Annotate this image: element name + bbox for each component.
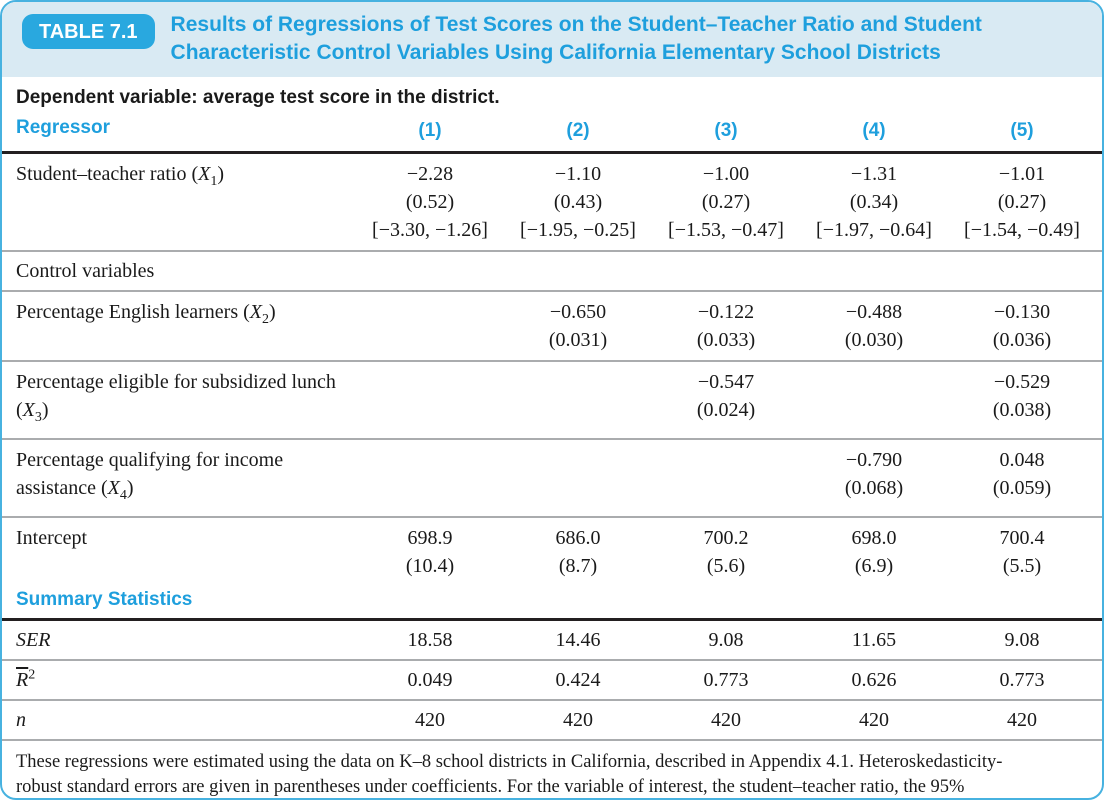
divider [2, 699, 1102, 701]
row-n: n 420 420 420 420 420 [2, 701, 1102, 739]
cell-col5: 0.048 (0.059) [992, 449, 1052, 499]
cell-col4: 698.0 (6.9) [851, 527, 897, 577]
column-header-3: (3) [714, 120, 738, 141]
cell-col1: 698.9 (10.4) [405, 527, 455, 577]
cell-col2: −1.10 (0.43) [−1.95, −0.25] [520, 163, 636, 241]
divider [2, 659, 1102, 661]
summary-statistics-header: Summary Statistics [16, 589, 193, 610]
cell-col1: −2.28 (0.52) [−3.30, −1.26] [372, 163, 488, 241]
table-title-line2: Characteristic Control Variables Using C… [170, 41, 941, 64]
row-english-learners: Percentage English learners (X2) −0.650 … [2, 292, 1102, 360]
cell-col3: −0.547 (0.024) [696, 371, 756, 421]
cell-col5: −0.130 (0.036) [992, 301, 1052, 351]
cell-col2: 686.0 (8.7) [555, 527, 601, 577]
row-label: Intercept [16, 527, 88, 549]
row-label: Percentage eligible for subsidized lunch… [16, 371, 336, 425]
row-intercept: Intercept 698.9 (10.4) 686.0 (8.7) 700.2… [2, 518, 1102, 586]
row-label: n [16, 709, 26, 731]
table-footnote: These regressions were estimated using t… [2, 741, 1102, 798]
row-label: SER [16, 629, 51, 651]
cell-col3: 700.2 (5.6) [703, 527, 749, 577]
row-label: Student–teacher ratio (X1) [16, 163, 225, 189]
column-header-4: (4) [862, 120, 886, 141]
divider [2, 360, 1102, 362]
divider [2, 438, 1102, 440]
footnote-line2: robust standard errors are given in pare… [16, 777, 965, 797]
row-rbar-squared: R2 0.049 0.424 0.773 0.626 0.773 [2, 661, 1102, 699]
cell-col5: −0.529 (0.038) [992, 371, 1052, 421]
cell-col2: −0.650 (0.031) [548, 301, 608, 351]
row-label: R2 [16, 667, 36, 691]
column-header-5: (5) [1010, 120, 1034, 141]
cell-col4: −0.790 (0.068) [844, 449, 904, 499]
row-student-teacher-ratio: Student–teacher ratio (X1) −2.28 (0.52) … [2, 154, 1102, 250]
dependent-variable-note: Dependent variable: average test score i… [16, 87, 500, 108]
cell-col3: −0.122 (0.033) [696, 301, 756, 351]
row-subsidized-lunch: Percentage eligible for subsidized lunch… [2, 362, 1102, 438]
divider [2, 250, 1102, 252]
regressor-header: Regressor [16, 117, 110, 138]
table-number-badge: TABLE 7.1 [22, 14, 155, 49]
cell-col4: −0.488 (0.030) [844, 301, 904, 351]
divider-thick [2, 618, 1102, 621]
table-title-line1: Results of Regressions of Test Scores on… [170, 13, 982, 36]
row-income-assistance: Percentage qualifying for income assista… [2, 440, 1102, 516]
divider [2, 739, 1102, 741]
column-header-1: (1) [418, 120, 442, 141]
footnote-line1: These regressions were estimated using t… [16, 752, 1003, 772]
divider [2, 516, 1102, 518]
row-ser: SER 18.58 14.46 9.08 11.65 9.08 [2, 621, 1102, 659]
row-label: Percentage qualifying for income assista… [16, 449, 284, 503]
cell-col5: 700.4 (5.5) [999, 527, 1045, 577]
table-header-band: TABLE 7.1 Results of Regressions of Test… [2, 2, 1102, 77]
column-header-2: (2) [566, 120, 590, 141]
divider [2, 290, 1102, 292]
row-label: Percentage English learners (X2) [16, 301, 276, 327]
cell-col4: −1.31 (0.34) [−1.97, −0.64] [816, 163, 932, 241]
table-title: Results of Regressions of Test Scores on… [171, 11, 982, 67]
divider-thick [2, 151, 1102, 154]
cell-col3: −1.00 (0.27) [−1.53, −0.47] [668, 163, 784, 241]
cell-col5: −1.01 (0.27) [−1.54, −0.49] [964, 163, 1080, 241]
column-header-row: Regressor (1) (2) (3) (4) (5) [2, 111, 1102, 151]
section-control-variables: Control variables [16, 260, 155, 282]
